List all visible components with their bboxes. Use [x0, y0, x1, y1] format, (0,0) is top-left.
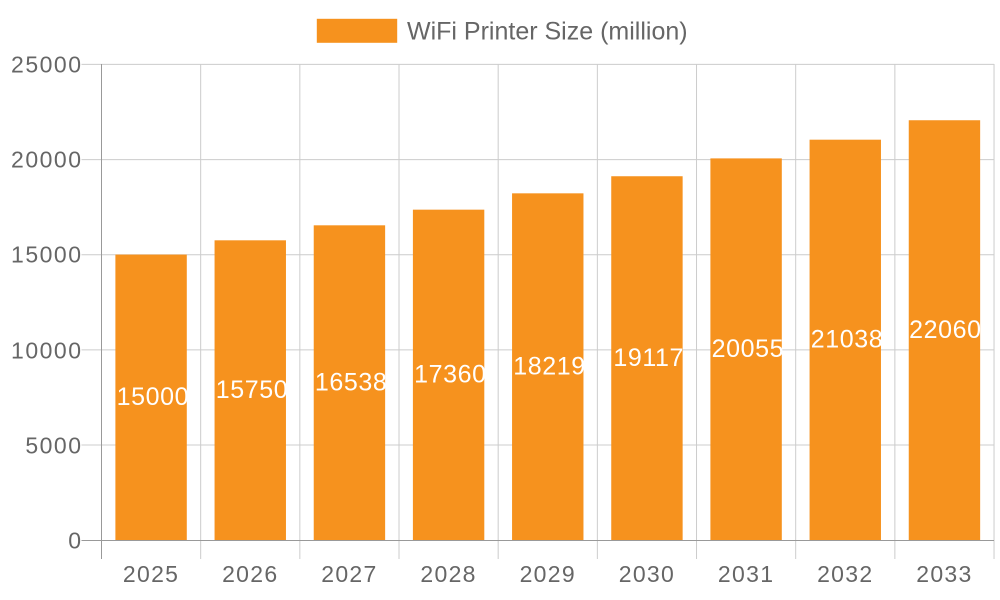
svg-text:2031: 2031	[718, 561, 774, 587]
svg-text:20000: 20000	[11, 147, 82, 173]
svg-text:20055: 20055	[712, 335, 785, 363]
svg-text:5000: 5000	[25, 433, 82, 459]
svg-text:18219: 18219	[513, 353, 586, 381]
svg-text:2029: 2029	[520, 561, 576, 587]
svg-text:10000: 10000	[11, 338, 82, 364]
svg-text:2028: 2028	[420, 561, 476, 587]
svg-text:2033: 2033	[916, 561, 972, 587]
svg-text:16538: 16538	[315, 369, 388, 397]
svg-text:17360: 17360	[414, 361, 487, 389]
svg-text:WiFi Printer Size (million): WiFi Printer Size (million)	[407, 18, 688, 46]
svg-text:2027: 2027	[321, 561, 377, 587]
svg-text:2026: 2026	[222, 561, 278, 587]
svg-text:19117: 19117	[613, 344, 684, 372]
svg-text:2030: 2030	[619, 561, 675, 587]
svg-text:2032: 2032	[817, 561, 873, 587]
svg-text:15750: 15750	[216, 376, 289, 404]
svg-text:15000: 15000	[11, 242, 82, 268]
svg-text:22060: 22060	[909, 316, 982, 344]
svg-text:0: 0	[68, 528, 82, 554]
svg-text:2025: 2025	[123, 561, 179, 587]
svg-text:15000: 15000	[117, 383, 190, 411]
svg-text:21038: 21038	[811, 326, 884, 354]
svg-text:25000: 25000	[11, 52, 82, 78]
